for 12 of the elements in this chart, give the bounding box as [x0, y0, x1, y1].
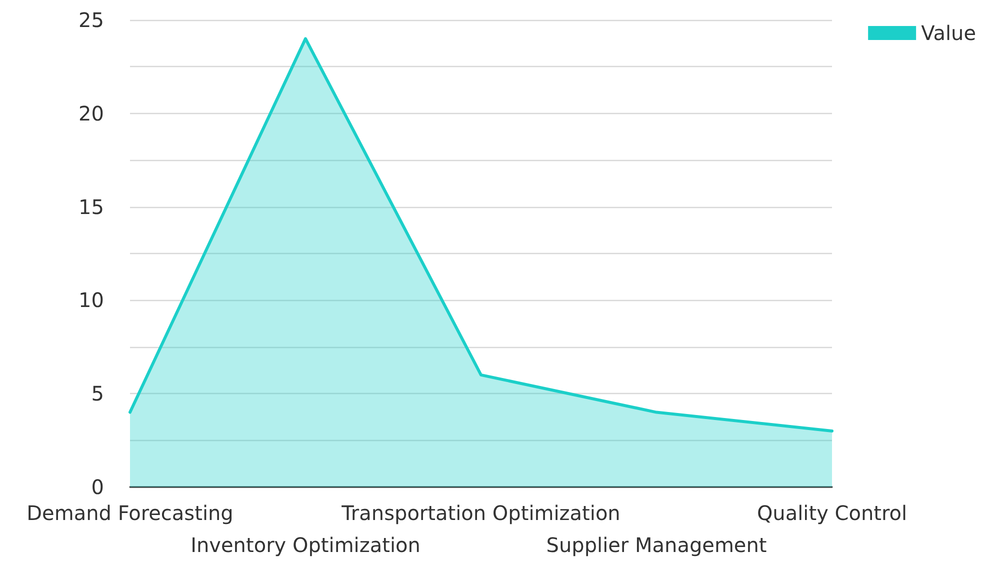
x-tick-label: Supplier Management [546, 533, 767, 557]
legend-label: Value [921, 21, 976, 45]
y-tick-label: 0 [91, 475, 104, 499]
x-tick-label: Demand Forecasting [26, 501, 234, 525]
y-tick-label: 15 [78, 194, 104, 219]
x-tick-label: Inventory Optimization [190, 533, 420, 557]
y-tick-label: 20 [78, 101, 104, 126]
x-tick-label: Quality Control [756, 501, 908, 525]
y-tick-label: 25 [78, 8, 104, 32]
y-tick-label: 5 [91, 382, 104, 406]
x-tick-label: Transportation Optimization [340, 501, 620, 525]
y-tick-label: 10 [78, 288, 104, 312]
